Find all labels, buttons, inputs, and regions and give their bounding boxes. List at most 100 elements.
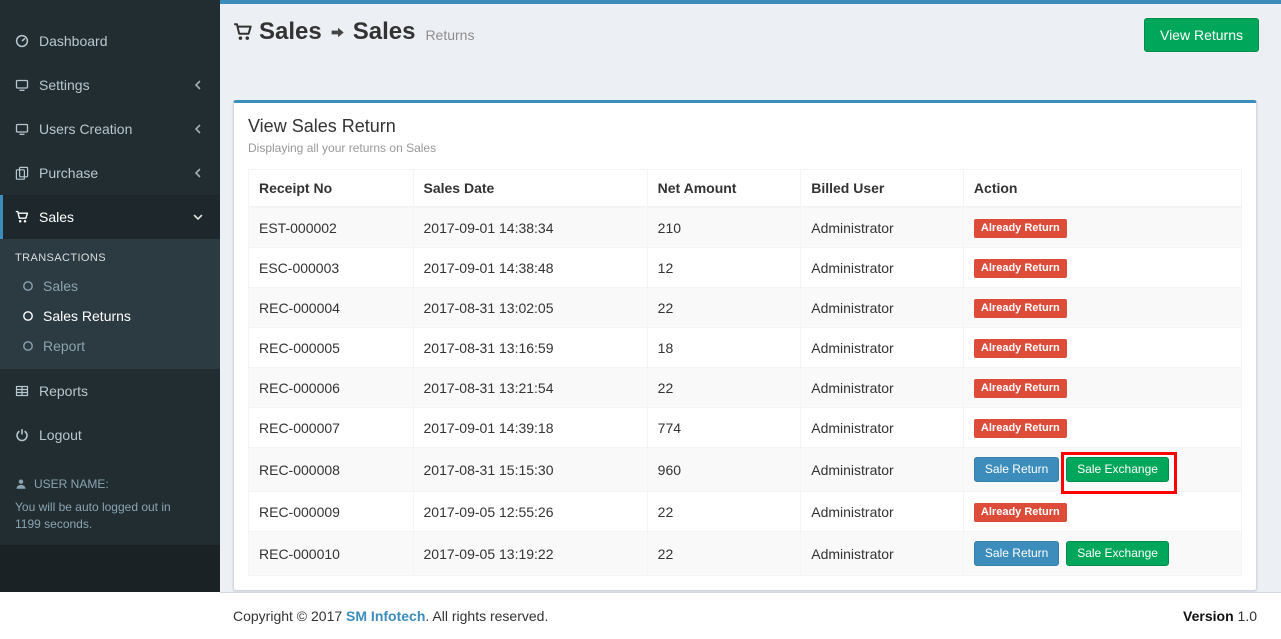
receipt-no-cell: REC-000006 <box>248 367 414 408</box>
sales-date-cell: 2017-09-01 14:38:34 <box>412 206 648 248</box>
monitor-icon <box>15 122 29 136</box>
panel-header: View Sales Return Displaying all your re… <box>234 103 1256 161</box>
billed-user-cell: Administrator <box>800 407 964 448</box>
sale-exchange-button[interactable]: Sale Exchange <box>1066 457 1169 482</box>
title-sales-2: Sales <box>352 18 416 45</box>
billed-user-cell: Administrator <box>800 531 964 576</box>
sidebar-item-sales[interactable]: Sales <box>0 195 220 239</box>
sidebar-item-label: Users Creation <box>39 121 133 137</box>
sales-return-panel: View Sales Return Displaying all your re… <box>233 100 1257 591</box>
chevron-left-icon <box>191 78 205 92</box>
table-grid-icon <box>15 384 29 398</box>
sidebar-item-label: Logout <box>39 427 82 443</box>
submenu-item-label: Report <box>43 338 86 354</box>
auto-logout-notice: You will be auto logged out in 1199 seco… <box>15 500 171 531</box>
title-sales: Sales <box>259 18 322 45</box>
sidebar-item-purchase[interactable]: Purchase <box>0 151 220 195</box>
content-header: Sales Sales Returns View Returns <box>220 4 1281 60</box>
sidebar: Dashboard Settings Users Creation Purcha… <box>0 0 220 592</box>
page-title: Sales Sales Returns <box>233 18 474 46</box>
table-row: REC-000004 2017-08-31 13:02:05 22 Admini… <box>248 287 1243 328</box>
billed-user-cell: Administrator <box>800 287 964 328</box>
submenu-item-label: Sales <box>43 278 79 294</box>
company-link[interactable]: SM Infotech <box>346 608 426 624</box>
billed-user-cell: Administrator <box>800 491 964 532</box>
sidebar-menu: Dashboard Settings Users Creation Purcha… <box>0 0 220 239</box>
already-return-badge: Already Return <box>973 339 1067 358</box>
sales-date-cell: 2017-08-31 13:21:54 <box>412 367 648 408</box>
action-cell: Already Return <box>962 206 1243 248</box>
sales-date-cell: 2017-09-05 13:19:22 <box>412 531 648 576</box>
panel-title: View Sales Return <box>248 116 396 136</box>
content-area: Sales Sales Returns View Returns View Sa… <box>220 0 1281 592</box>
receipt-no-cell: EST-000002 <box>248 206 414 248</box>
sidebar-bottom-panel <box>0 545 220 592</box>
billed-user-cell: Administrator <box>800 447 964 492</box>
user-icon <box>15 478 27 490</box>
sale-exchange-button[interactable]: Sale Exchange <box>1066 541 1169 566</box>
net-amount-cell: 18 <box>646 327 802 368</box>
submenu-item-report[interactable]: Report <box>0 331 220 361</box>
sidebar-item-dashboard[interactable]: Dashboard <box>0 19 220 63</box>
sidebar-item-settings[interactable]: Settings <box>0 63 220 107</box>
col-header-net-amount: Net Amount <box>646 169 802 208</box>
action-cell: Already Return <box>962 287 1243 328</box>
net-amount-cell: 774 <box>646 407 802 448</box>
circle-outline-icon <box>21 279 35 293</box>
sidebar-item-users-creation[interactable]: Users Creation <box>0 107 220 151</box>
arrow-right-icon <box>330 25 345 40</box>
chevron-down-icon <box>191 210 205 224</box>
sales-submenu: TRANSACTIONS Sales Sales Returns Report <box>0 239 220 369</box>
already-return-badge: Already Return <box>973 379 1067 398</box>
receipt-no-cell: REC-000004 <box>248 287 414 328</box>
action-cell: Already Return <box>962 247 1243 288</box>
table-row: REC-000008 2017-08-31 15:15:30 960 Admin… <box>248 447 1243 494</box>
monitor-icon <box>15 78 29 92</box>
net-amount-cell: 22 <box>646 531 802 576</box>
table-row: REC-000006 2017-08-31 13:21:54 22 Admini… <box>248 367 1243 408</box>
chevron-left-icon <box>191 166 205 180</box>
sidebar-item-label: Sales <box>39 209 75 225</box>
col-header-billed-user: Billed User <box>800 169 964 208</box>
col-header-sales-date: Sales Date <box>412 169 648 208</box>
panel-subtitle: Displaying all your returns on Sales <box>248 141 437 155</box>
sidebar-item-logout[interactable]: Logout <box>0 413 220 457</box>
sale-return-button[interactable]: Sale Return <box>973 457 1060 482</box>
version-text: Version 1.0 <box>1183 608 1257 624</box>
net-amount-cell: 960 <box>646 447 802 492</box>
action-cell: Already Return <box>962 367 1243 408</box>
table-row: REC-000009 2017-09-05 12:55:26 22 Admini… <box>248 491 1243 532</box>
page-footer: Copyright © 2017 SM Infotech. All rights… <box>220 592 1281 639</box>
view-returns-button[interactable]: View Returns <box>1143 18 1259 52</box>
sales-date-cell: 2017-08-31 15:15:30 <box>412 447 648 492</box>
already-return-badge: Already Return <box>973 259 1067 278</box>
title-returns: Returns <box>425 27 475 43</box>
sales-date-cell: 2017-09-01 14:38:48 <box>412 247 648 288</box>
submenu-item-sales[interactable]: Sales <box>0 271 220 301</box>
col-header-receipt-no: Receipt No <box>248 169 414 208</box>
sales-date-cell: 2017-08-31 13:16:59 <box>412 327 648 368</box>
submenu-item-label: Sales Returns <box>43 308 131 324</box>
already-return-badge: Already Return <box>973 503 1067 522</box>
receipt-no-cell: REC-000010 <box>248 531 414 576</box>
copy-icon <box>15 166 29 180</box>
action-cell: Sale Return Sale Exchange <box>962 531 1243 576</box>
table-row: EST-000002 2017-09-01 14:38:34 210 Admin… <box>248 206 1243 248</box>
receipt-no-cell: REC-000008 <box>248 447 414 492</box>
sales-date-cell: 2017-08-31 13:02:05 <box>412 287 648 328</box>
action-cell: Already Return <box>962 491 1243 532</box>
circle-outline-icon <box>21 309 35 323</box>
sales-date-cell: 2017-09-01 14:39:18 <box>412 407 648 448</box>
sidebar-item-reports[interactable]: Reports <box>0 369 220 413</box>
submenu-item-sales-returns[interactable]: Sales Returns <box>0 301 220 331</box>
sale-return-button[interactable]: Sale Return <box>973 541 1060 566</box>
cart-icon <box>233 22 253 42</box>
billed-user-cell: Administrator <box>800 367 964 408</box>
circle-outline-icon <box>21 339 35 353</box>
sidebar-item-label: Purchase <box>39 165 99 181</box>
net-amount-cell: 12 <box>646 247 802 288</box>
copyright-text: Copyright © 2017 SM Infotech. All rights… <box>233 608 549 624</box>
billed-user-cell: Administrator <box>800 206 964 248</box>
table-row: REC-000005 2017-08-31 13:16:59 18 Admini… <box>248 327 1243 368</box>
cart-icon <box>15 210 29 224</box>
